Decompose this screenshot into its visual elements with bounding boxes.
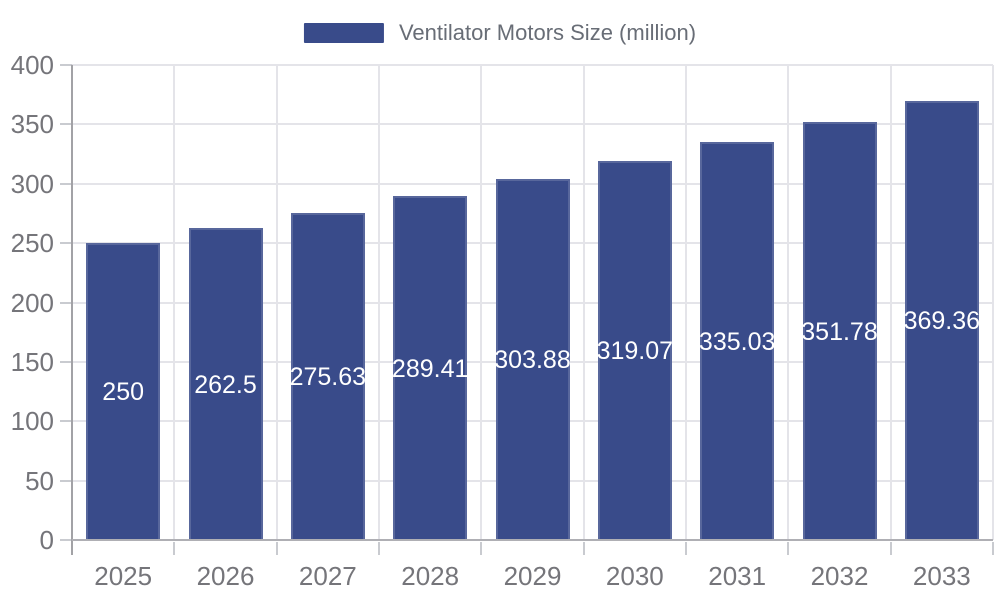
bar[interactable]: 250	[86, 243, 161, 540]
v-gridline	[889, 65, 892, 540]
y-axis-tick	[60, 360, 72, 363]
x-axis-tick	[787, 542, 790, 555]
y-axis-line	[71, 65, 73, 555]
bar-value-label: 289.41	[391, 354, 469, 383]
y-axis-label: 400	[10, 50, 54, 80]
bar-value-label: 275.63	[289, 362, 367, 391]
bar-value-label: 369.36	[903, 307, 981, 336]
x-axis-label: 2031	[708, 561, 767, 591]
x-axis-tick	[889, 542, 892, 555]
bar[interactable]: 275.63	[289, 212, 367, 540]
x-axis-label: 2032	[810, 561, 869, 591]
bar-value-label: 335.03	[698, 327, 776, 356]
x-axis-label: 2026	[196, 561, 255, 591]
y-axis-tick	[60, 420, 72, 423]
x-axis-tick	[378, 542, 380, 555]
y-axis-tick	[60, 539, 72, 541]
v-gridline	[173, 65, 176, 540]
y-axis-label: 50	[25, 465, 54, 496]
bar[interactable]: 319.07	[596, 161, 674, 540]
x-axis-label: 2030	[605, 561, 664, 591]
x-axis-label: 2028	[401, 561, 460, 591]
y-axis-label: 250	[10, 228, 54, 259]
bar-value-label: 351.78	[801, 317, 878, 346]
bar[interactable]: 335.03	[698, 142, 776, 540]
x-axis-tick	[685, 542, 687, 555]
y-axis-tick	[60, 123, 72, 126]
y-axis-label: 150	[10, 346, 54, 377]
x-axis-line	[72, 539, 993, 541]
v-gridline	[582, 65, 585, 540]
bar[interactable]: 289.41	[391, 196, 469, 540]
y-axis-tick	[60, 479, 72, 482]
x-axis-label: 2027	[298, 561, 357, 591]
legend-item[interactable]: Ventilator Motors Size (million)	[303, 18, 697, 48]
legend-swatch	[303, 23, 384, 43]
bar[interactable]: 369.36	[903, 101, 981, 540]
x-axis-tick	[992, 542, 994, 555]
v-gridline	[685, 65, 687, 540]
y-axis-tick	[60, 64, 72, 66]
x-axis-tick	[480, 542, 483, 555]
v-gridline	[480, 65, 483, 540]
y-axis-label: 200	[10, 287, 54, 318]
y-axis-label: 100	[10, 406, 54, 437]
bar-value-label: 303.88	[494, 346, 571, 375]
bar[interactable]: 351.78	[801, 122, 878, 540]
v-gridline	[275, 65, 278, 540]
x-axis-tick	[173, 542, 176, 555]
bar[interactable]: 303.88	[494, 179, 571, 540]
x-axis-tick	[275, 542, 278, 555]
y-axis-label: 350	[10, 109, 54, 140]
y-axis-label: 0	[39, 525, 54, 555]
y-axis-tick	[60, 182, 72, 185]
y-axis-label: 300	[10, 168, 54, 199]
h-gridline	[72, 123, 993, 126]
h-gridline	[72, 64, 993, 66]
legend-label: Ventilator Motors Size (million)	[398, 20, 697, 45]
x-axis-label: 2033	[912, 561, 971, 591]
bar-value-label: 319.07	[596, 337, 674, 366]
bar-value-label: 262.5	[194, 370, 257, 399]
x-axis-tick	[582, 542, 585, 555]
v-gridline	[992, 65, 994, 540]
v-gridline	[378, 65, 380, 540]
bar[interactable]: 262.5	[188, 228, 263, 540]
bar-value-label: 250	[102, 378, 145, 407]
y-axis-tick	[60, 301, 72, 304]
v-gridline	[787, 65, 790, 540]
x-axis-label: 2029	[503, 561, 562, 591]
x-axis-label: 2025	[94, 561, 153, 591]
y-axis-tick	[60, 242, 72, 245]
